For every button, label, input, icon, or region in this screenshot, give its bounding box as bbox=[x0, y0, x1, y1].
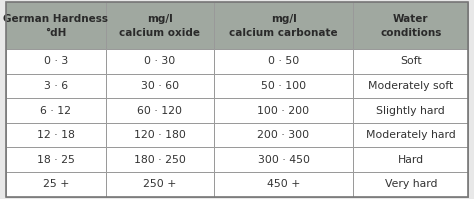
Bar bbox=[6, 98, 106, 123]
Text: 180 · 250: 180 · 250 bbox=[134, 155, 186, 165]
Text: Moderately hard: Moderately hard bbox=[366, 130, 456, 140]
Bar bbox=[6, 74, 106, 98]
Bar bbox=[6, 123, 106, 147]
Bar bbox=[106, 123, 214, 147]
Bar bbox=[106, 49, 214, 74]
Bar bbox=[353, 74, 468, 98]
Text: 300 · 450: 300 · 450 bbox=[257, 155, 310, 165]
Bar bbox=[353, 2, 468, 49]
Text: 6 · 12: 6 · 12 bbox=[40, 105, 72, 115]
Text: Water
conditions: Water conditions bbox=[380, 14, 441, 38]
Text: Very hard: Very hard bbox=[384, 179, 437, 189]
Bar bbox=[353, 49, 468, 74]
Text: 50 · 100: 50 · 100 bbox=[261, 81, 306, 91]
Text: Slightly hard: Slightly hard bbox=[376, 105, 445, 115]
Text: 0 · 30: 0 · 30 bbox=[144, 56, 175, 66]
Bar bbox=[353, 123, 468, 147]
Bar bbox=[214, 2, 353, 49]
Bar bbox=[6, 2, 106, 49]
Bar bbox=[106, 74, 214, 98]
Bar bbox=[214, 49, 353, 74]
Text: German Hardness
°dH: German Hardness °dH bbox=[3, 14, 109, 38]
Text: mg/l
calcium carbonate: mg/l calcium carbonate bbox=[229, 14, 338, 38]
Bar bbox=[106, 147, 214, 172]
Text: 120 · 180: 120 · 180 bbox=[134, 130, 186, 140]
Text: Soft: Soft bbox=[400, 56, 421, 66]
Bar bbox=[6, 49, 106, 74]
Text: 250 +: 250 + bbox=[143, 179, 177, 189]
Text: 450 +: 450 + bbox=[267, 179, 300, 189]
Bar bbox=[214, 74, 353, 98]
Text: 0 · 50: 0 · 50 bbox=[268, 56, 299, 66]
Text: 30 · 60: 30 · 60 bbox=[141, 81, 179, 91]
Text: Hard: Hard bbox=[398, 155, 424, 165]
Text: mg/l
calcium oxide: mg/l calcium oxide bbox=[119, 14, 201, 38]
Bar bbox=[106, 2, 214, 49]
Bar bbox=[106, 172, 214, 197]
Text: 18 · 25: 18 · 25 bbox=[37, 155, 75, 165]
Bar bbox=[214, 98, 353, 123]
Bar bbox=[214, 172, 353, 197]
Bar bbox=[214, 147, 353, 172]
Bar bbox=[106, 98, 214, 123]
Bar bbox=[353, 147, 468, 172]
Text: 200 · 300: 200 · 300 bbox=[257, 130, 310, 140]
Text: Moderately soft: Moderately soft bbox=[368, 81, 454, 91]
Bar bbox=[6, 172, 106, 197]
Bar bbox=[214, 123, 353, 147]
Text: 100 · 200: 100 · 200 bbox=[257, 105, 310, 115]
Bar bbox=[353, 172, 468, 197]
Text: 12 · 18: 12 · 18 bbox=[37, 130, 75, 140]
Text: 25 +: 25 + bbox=[43, 179, 69, 189]
Bar bbox=[6, 147, 106, 172]
Bar bbox=[353, 98, 468, 123]
Text: 60 · 120: 60 · 120 bbox=[137, 105, 182, 115]
Text: 0 · 3: 0 · 3 bbox=[44, 56, 68, 66]
Text: 3 · 6: 3 · 6 bbox=[44, 81, 68, 91]
